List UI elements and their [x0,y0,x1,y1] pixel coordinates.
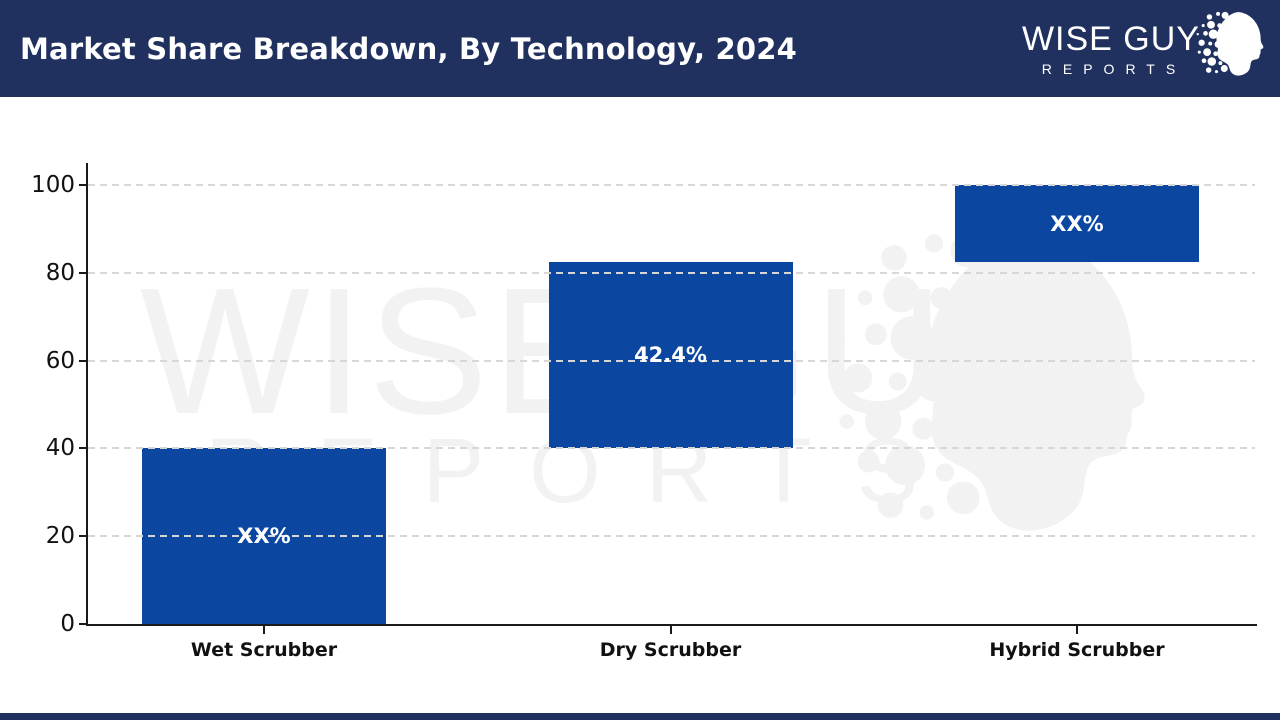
y-tick-mark-100 [79,184,86,186]
bar-value-label-wet-scrubber: XX% [237,524,291,549]
footer-bar [0,713,1280,720]
logo-head-icon [1196,11,1264,76]
x-category-label-wet-scrubber: Wet Scrubber [190,639,338,661]
y-tick-label-80: 80 [45,259,75,286]
gridline-60 [88,359,1255,362]
y-tick-label-100: 100 [31,172,75,198]
y-tick-mark-20 [79,535,86,538]
bar-value-label-dry-scrubber: 42.4% [634,343,707,368]
gridline-80 [88,271,1255,274]
y-tick-mark-60 [79,359,86,362]
y-tick-mark-40 [79,447,86,450]
wise-guy-reports-logo: WISE GUY REPORTS [1022,9,1272,89]
y-tick-label-40: 40 [45,435,75,462]
x-category-label-dry-scrubber: Dry Scrubber [599,639,742,661]
logo-wordmark-line1: WISE GUY [1021,20,1200,58]
gridline-100 [88,184,1255,186]
y-tick-label-20: 20 [45,523,75,550]
bar-value-label-hybrid-scrubber: XX% [1050,211,1104,236]
y-tick-mark-80 [79,271,86,274]
chart-title: Market Share Breakdown, By Technology, 2… [20,31,798,66]
header-bar: Market Share Breakdown, By Technology, 2… [0,0,1280,97]
x-tick-mark-wet-scrubber [263,626,265,634]
x-category-label-hybrid-scrubber: Hybrid Scrubber [989,639,1165,661]
x-axis-line [86,624,1257,626]
gridline-40 [88,447,1255,450]
x-tick-mark-dry-scrubber [669,626,672,634]
gridline-20 [88,535,1255,538]
y-tick-mark-0 [79,623,86,625]
bar-hybrid-scrubber [955,185,1199,263]
x-tick-mark-hybrid-scrubber [1076,626,1078,634]
y-tick-label-60: 60 [45,347,75,374]
y-tick-label-0: 0 [60,611,75,637]
y-axis-line [86,163,88,626]
logo-wordmark-line2: REPORTS [1041,61,1187,77]
logo-wordmark: WISE GUY REPORTS [1022,20,1200,77]
bar-dry-scrubber [548,262,793,449]
